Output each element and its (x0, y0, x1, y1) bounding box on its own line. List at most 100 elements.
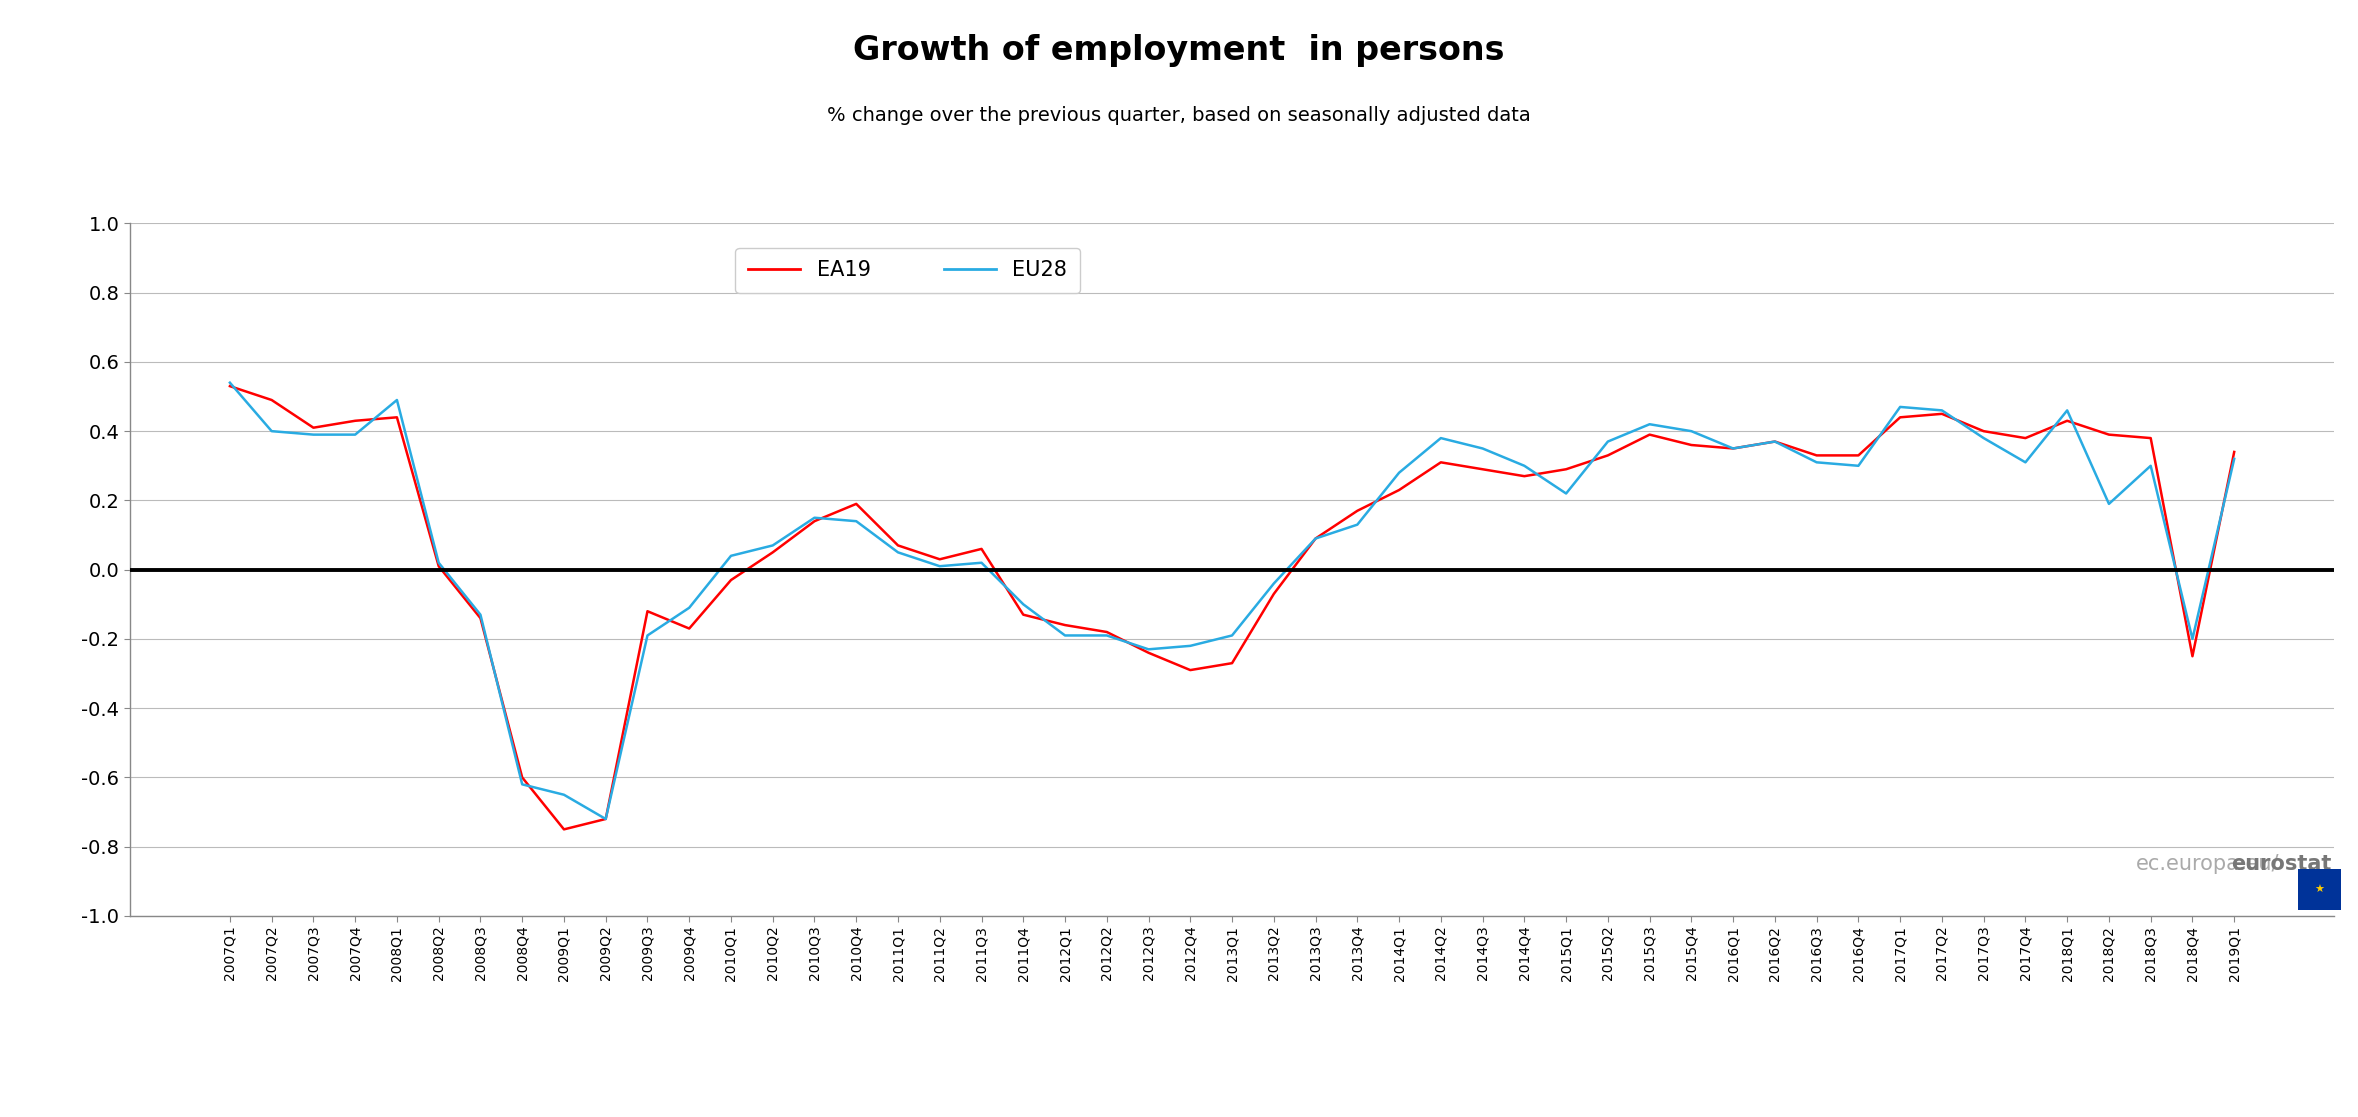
EU28 (2054, 403, 2082, 417)
EA19 (1302, 532, 1330, 545)
EU28 (2094, 497, 2122, 510)
EU28 (1844, 459, 1872, 472)
EU28 (1052, 629, 1080, 642)
EU28 (549, 789, 578, 802)
EA19 (927, 553, 955, 566)
EU28 (257, 424, 285, 438)
EU28 (799, 512, 828, 525)
EA19 (1802, 449, 1830, 462)
EU28 (1594, 435, 1622, 448)
EU28 (1344, 518, 1372, 532)
EU28 (1719, 442, 1747, 456)
EU28 (1929, 403, 1957, 417)
EU28 (1469, 442, 1497, 456)
EU28 (342, 428, 370, 441)
EA19 (1177, 663, 1205, 677)
EA19 (257, 393, 285, 407)
EA19 (884, 538, 913, 552)
Line: EA19: EA19 (231, 386, 2235, 829)
EA19 (382, 411, 410, 424)
EA19 (1594, 449, 1622, 462)
EU28 (507, 777, 535, 791)
EU28 (217, 376, 245, 390)
EA19 (299, 421, 328, 435)
EA19 (1052, 619, 1080, 632)
EU28 (1177, 639, 1205, 652)
EU28 (674, 601, 703, 614)
EU28 (299, 428, 328, 441)
EU28 (1552, 487, 1580, 500)
EA19 (1719, 442, 1747, 456)
EA19 (2221, 446, 2250, 459)
EA19 (2179, 650, 2207, 663)
EA19 (1886, 411, 1915, 424)
EU28 (1092, 629, 1120, 642)
EA19 (217, 380, 245, 393)
EA19 (2054, 414, 2082, 428)
EA19 (1134, 646, 1162, 659)
Text: ★: ★ (2313, 885, 2325, 895)
EU28 (1636, 418, 1665, 431)
EA19 (507, 771, 535, 784)
EU28 (927, 560, 955, 573)
EA19 (2094, 428, 2122, 441)
EA19 (592, 812, 620, 825)
Legend: EA19, EU28: EA19, EU28 (736, 248, 1080, 293)
EA19 (1636, 428, 1665, 441)
EU28 (592, 812, 620, 825)
EA19 (1092, 626, 1120, 639)
EU28 (382, 393, 410, 407)
EU28 (884, 546, 913, 560)
EU28 (1969, 431, 1997, 445)
EU28 (1677, 424, 1705, 438)
EA19 (467, 611, 495, 624)
EU28 (1886, 400, 1915, 413)
EA19 (2136, 431, 2165, 445)
EU28 (1427, 431, 1455, 445)
EU28 (1302, 532, 1330, 545)
EA19 (1844, 449, 1872, 462)
EA19 (1509, 469, 1537, 483)
EU28 (1259, 576, 1287, 590)
EA19 (1344, 504, 1372, 517)
EA19 (342, 414, 370, 428)
EU28 (467, 608, 495, 621)
EU28 (2221, 452, 2250, 466)
EA19 (967, 542, 995, 555)
EA19 (424, 560, 453, 573)
EU28 (967, 556, 995, 570)
EA19 (1929, 408, 1957, 421)
EA19 (759, 546, 788, 560)
EA19 (1969, 424, 1997, 438)
EA19 (1259, 588, 1287, 601)
EA19 (674, 622, 703, 636)
EU28 (2136, 459, 2165, 472)
EU28 (2011, 456, 2040, 469)
EA19 (549, 822, 578, 836)
EU28 (1009, 598, 1038, 611)
EU28 (1509, 459, 1537, 472)
EU28 (424, 556, 453, 570)
Text: eurostat: eurostat (2231, 855, 2332, 875)
EA19 (634, 604, 663, 618)
Line: EU28: EU28 (231, 383, 2235, 819)
EA19 (1761, 435, 1790, 448)
EA19 (717, 573, 745, 586)
Text: % change over the previous quarter, based on seasonally adjusted data: % change over the previous quarter, base… (828, 106, 1530, 125)
EA19 (1427, 456, 1455, 469)
EA19 (799, 515, 828, 528)
EU28 (842, 515, 870, 528)
EA19 (1469, 462, 1497, 476)
EU28 (1134, 642, 1162, 656)
EA19 (1384, 484, 1412, 497)
EA19 (1677, 438, 1705, 451)
Text: ec.europa.eu/: ec.europa.eu/ (2136, 855, 2280, 875)
EA19 (842, 497, 870, 510)
EA19 (1552, 462, 1580, 476)
EU28 (1802, 456, 1830, 469)
EU28 (717, 550, 745, 563)
EU28 (1761, 435, 1790, 448)
EA19 (2011, 431, 2040, 445)
EA19 (1219, 657, 1247, 670)
EU28 (1219, 629, 1247, 642)
